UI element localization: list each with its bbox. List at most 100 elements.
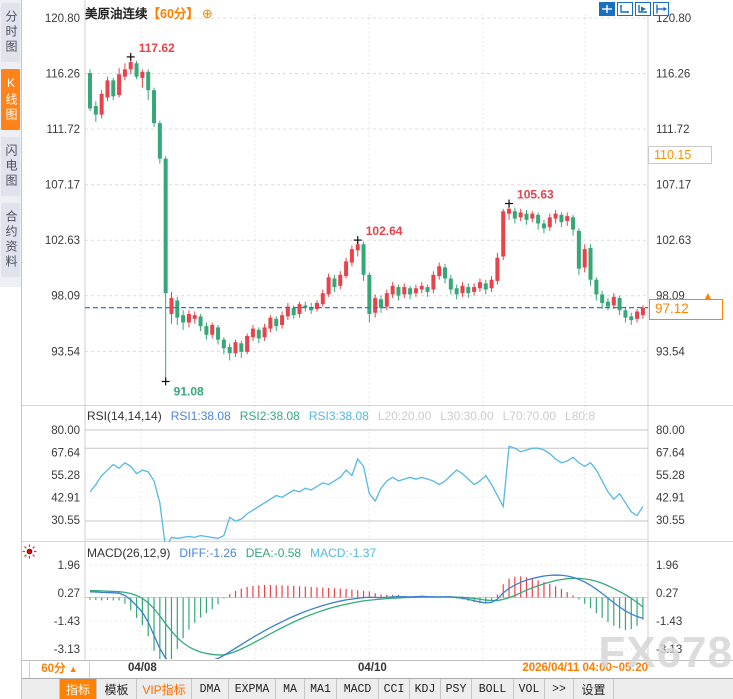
- macd-histogram: [89, 576, 644, 659]
- rsi-legend-6: L70:70.00: [502, 409, 557, 423]
- toolbar-spacer: [22, 679, 60, 699]
- svg-text:67.64: 67.64: [51, 447, 80, 459]
- svg-text:-3.13: -3.13: [656, 644, 682, 656]
- toolbar-item-指标[interactable]: 指标: [60, 679, 97, 699]
- rsi-indicator-header: RSI(14,14,14) RSI1:38.08 RSI2:38.08 RSI3:38…: [87, 409, 604, 423]
- sidebar-tab-1[interactable]: K线图: [1, 69, 20, 130]
- sidebar-tab-2[interactable]: 闪电图: [1, 137, 20, 196]
- svg-text:116.26: 116.26: [46, 69, 80, 81]
- svg-text:67.64: 67.64: [656, 447, 685, 459]
- dropdown-arrow-icon: ▲: [68, 664, 78, 674]
- svg-text:30.55: 30.55: [51, 515, 80, 527]
- crosshair-move-icon[interactable]: [599, 2, 615, 16]
- toolbar-item-MACD[interactable]: MACD: [337, 679, 379, 699]
- toolbar-item-设置[interactable]: 设置: [574, 679, 614, 699]
- grid-layer: 120.80 120.80 116.26 116.26 111.72 111.72 107.…: [22, 0, 733, 661]
- svg-text:120.80: 120.80: [45, 13, 80, 25]
- toolbar-item-VIP指标[interactable]: VIP指标: [137, 679, 192, 699]
- svg-text:107.17: 107.17: [45, 180, 80, 192]
- rsi-legend-5: L30:30.00: [440, 409, 494, 423]
- svg-text:0.27: 0.27: [58, 588, 80, 600]
- x-axis-label-2: 2026/04/11 04:00~05:20: [522, 662, 648, 674]
- toolbar-item-MA[interactable]: MA: [276, 679, 305, 699]
- svg-text:42.91: 42.91: [656, 493, 685, 505]
- rsi-legend-3: RSI3:38.08: [308, 409, 369, 423]
- toolbar-item-模板[interactable]: 模板: [97, 679, 137, 699]
- macd-panel: 1.96 1.96 0.27 0.27 -1.43 -1.43 -3.13 -3.13: [54, 560, 682, 659]
- svg-text:102.63: 102.63: [656, 235, 691, 247]
- svg-text:1.96: 1.96: [656, 560, 678, 572]
- svg-text:-1.43: -1.43: [656, 616, 682, 628]
- toolbar-item-PSY[interactable]: PSY: [441, 679, 472, 699]
- svg-text:42.91: 42.91: [51, 493, 80, 505]
- x-axis-label-0: 04/08: [128, 662, 157, 674]
- macd-legend-2: DEA:-0.58: [245, 546, 302, 560]
- svg-text:-3.13: -3.13: [54, 644, 80, 656]
- toolbar-item-DMA[interactable]: DMA: [192, 679, 229, 699]
- main-chart[interactable]: 120.80 120.80 116.26 116.26 111.72 111.72 107.…: [22, 0, 733, 661]
- svg-text:93.54: 93.54: [51, 346, 80, 358]
- left-sidebar: 分时图 K线图闪电图合约资料: [0, 0, 22, 699]
- svg-text:55.28: 55.28: [656, 470, 685, 482]
- current-price-label: 97.12: [649, 299, 723, 320]
- svg-text:80.00: 80.00: [656, 425, 685, 437]
- svg-text:55.28: 55.28: [51, 470, 80, 482]
- macd-legend-3: MACD:-1.37: [310, 546, 377, 560]
- period-label: 【60分】: [147, 7, 199, 21]
- svg-text:1.96: 1.96: [58, 560, 80, 572]
- svg-text:120.80: 120.80: [656, 13, 691, 25]
- rsi-legend-7: L80:8: [565, 409, 596, 423]
- price-up-arrow-icon: ▲: [702, 289, 714, 303]
- svg-text:105.63: 105.63: [517, 188, 554, 202]
- svg-text:80.00: 80.00: [51, 425, 80, 437]
- svg-text:-1.43: -1.43: [54, 616, 80, 628]
- scale-forward-icon[interactable]: [635, 2, 651, 16]
- chart-control-icons: [599, 2, 669, 16]
- sidebar-tab-3[interactable]: 合约资料: [1, 203, 20, 277]
- x-axis-label-1: 04/10: [358, 662, 387, 674]
- timeframe-dropdown[interactable]: 60分 ▲: [29, 661, 90, 678]
- toolbar-item->>[interactable]: >>: [545, 679, 574, 699]
- svg-text:107.17: 107.17: [656, 180, 691, 192]
- svg-text:0.27: 0.27: [656, 588, 678, 600]
- svg-text:91.08: 91.08: [174, 384, 204, 398]
- svg-text:93.54: 93.54: [656, 346, 685, 358]
- macd-indicator-header: MACD(26,12,9) DIFF:-1.26 DEA:-0.58 MACD:-1.…: [87, 546, 385, 560]
- toolbar-item-CCI[interactable]: CCI: [379, 679, 410, 699]
- time-axis-row: 60分 ▲ 04/08 04/10 2026/04/11 04:00~05:20: [22, 661, 733, 678]
- svg-text:98.09: 98.09: [51, 291, 80, 303]
- indicator-alert-icon[interactable]: [22, 544, 37, 559]
- svg-text:111.72: 111.72: [47, 124, 80, 136]
- svg-text:102.63: 102.63: [45, 235, 80, 247]
- svg-text:102.64: 102.64: [366, 224, 403, 238]
- timeframe-value: 60分: [41, 663, 66, 675]
- macd-legend-1: DIFF:-1.26: [179, 546, 237, 560]
- symbol-name: 美原油连续: [85, 7, 148, 21]
- rsi-legend-2: RSI2:38.08: [239, 409, 300, 423]
- chart-type-tabs: 分时图 K线图闪电图合约资料: [0, 0, 21, 287]
- svg-text:111.72: 111.72: [656, 124, 689, 136]
- svg-text:30.55: 30.55: [656, 515, 685, 527]
- chart-title: 美原油连续【60分】 ⊕: [85, 3, 213, 22]
- toolbar-item-EXPMA[interactable]: EXPMA: [229, 679, 276, 699]
- reference-price-label: 110.15: [648, 146, 712, 164]
- svg-text:116.26: 116.26: [656, 69, 690, 81]
- candles-layer[interactable]: [88, 56, 645, 382]
- annotation-layer: 117.62 91.08 102.64 105.63: [126, 41, 554, 398]
- sidebar-tab-0[interactable]: 分时图: [1, 3, 20, 62]
- indicator-toolbar: 指标 模板 VIP指标 DMA EXPMA MA MA1 MACD CCI KDJ PSY BOLL V…: [22, 678, 733, 699]
- toolbar-item-MA1[interactable]: MA1: [305, 679, 337, 699]
- rsi-legend-4: L20:20.00: [377, 409, 432, 423]
- toolbar-item-BOLL[interactable]: BOLL: [472, 679, 514, 699]
- circle-plus-icon[interactable]: ⊕: [201, 6, 213, 21]
- auto-scale-icon[interactable]: [617, 2, 633, 16]
- toolbar-item-KDJ[interactable]: KDJ: [410, 679, 441, 699]
- rsi-panel: 80.00 80.00 67.64 67.64 55.28 55.28 42.91 42.91…: [51, 425, 685, 542]
- svg-text:117.62: 117.62: [139, 41, 175, 55]
- goto-latest-icon[interactable]: [653, 2, 669, 16]
- rsi-legend-1: RSI1:38.08: [170, 409, 231, 423]
- toolbar-item-VOL[interactable]: VOL: [514, 679, 545, 699]
- rsi-legend-0: RSI(14,14,14): [87, 409, 162, 423]
- macd-legend-0: MACD(26,12,9): [87, 546, 171, 560]
